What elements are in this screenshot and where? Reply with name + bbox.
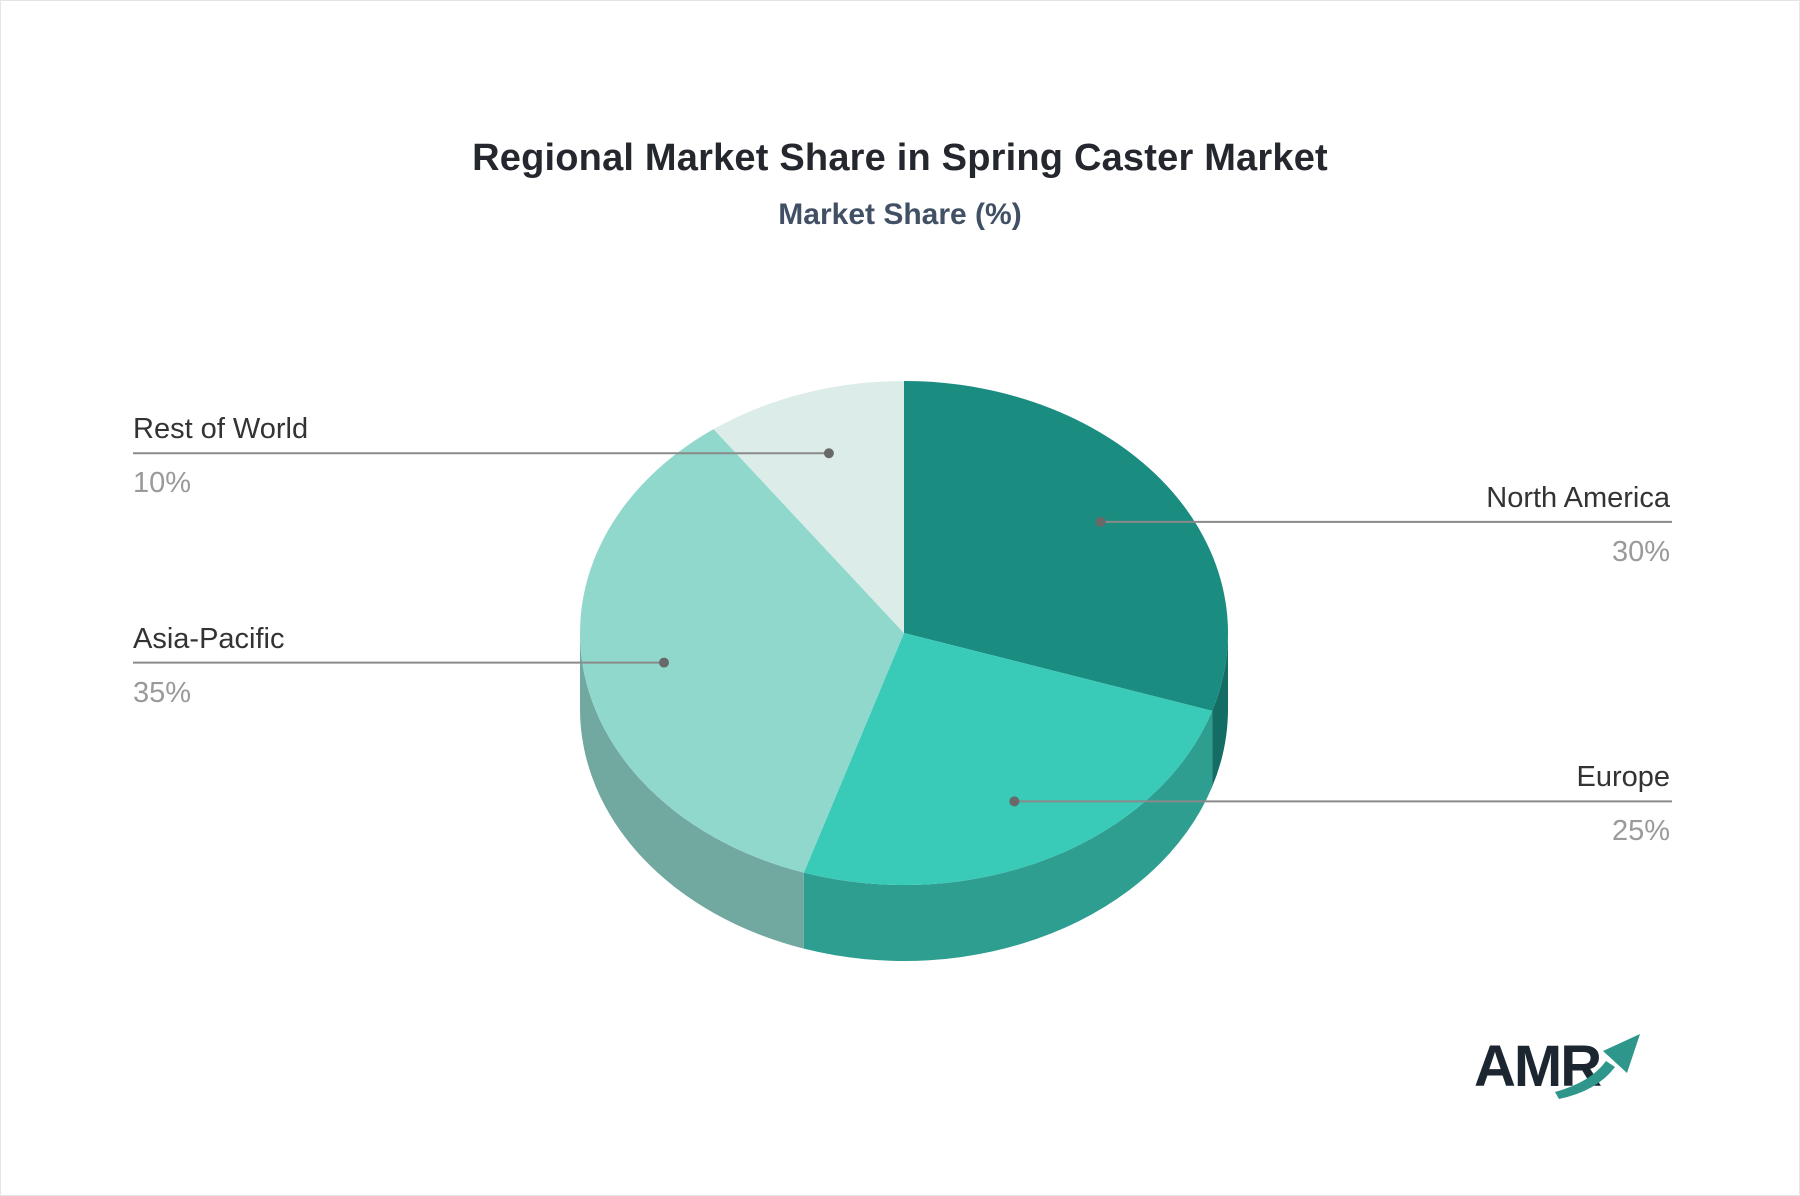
slice-name: Europe (1576, 761, 1670, 794)
slice-percent: 30% (1611, 535, 1670, 568)
pie-slice-north-america[interactable] (904, 381, 1228, 711)
pie-slice-side-europe (803, 710, 1213, 962)
connector-dot-north-america (1095, 516, 1106, 527)
slice-percent: 10% (133, 467, 192, 500)
slice-name: North America (1486, 481, 1670, 514)
pie-slice-rest-of-world[interactable] (713, 381, 904, 633)
slice-name: Rest of World (133, 413, 309, 446)
slice-percent: 25% (1611, 815, 1670, 848)
slice-label-north-america: North America 30% (1486, 481, 1670, 569)
chart-subtitle: Market Share (%) (778, 198, 1022, 231)
chart-title: Regional Market Share in Spring Caster M… (472, 137, 1328, 179)
slice-label-rest-of-world: Rest of World 10% (133, 412, 308, 500)
connector-dot-asia-pacific (658, 657, 669, 668)
amr-logo-arrow-icon (1555, 1034, 1640, 1099)
pie-slice-side-north-america (1212, 633, 1228, 787)
slice-name: Asia-Pacific (133, 622, 285, 655)
connector-dot-europe (1009, 796, 1020, 807)
pie-slice-side-asia-pacific (580, 633, 804, 949)
pie-slice-europe[interactable] (803, 633, 1213, 886)
connector-dot-rest-of-world (823, 448, 834, 459)
pie-slice-asia-pacific[interactable] (580, 429, 904, 873)
slice-label-asia-pacific: Asia-Pacific 35% (133, 622, 285, 710)
slice-label-europe: Europe 25% (1576, 760, 1670, 848)
slice-percent: 35% (133, 676, 192, 709)
